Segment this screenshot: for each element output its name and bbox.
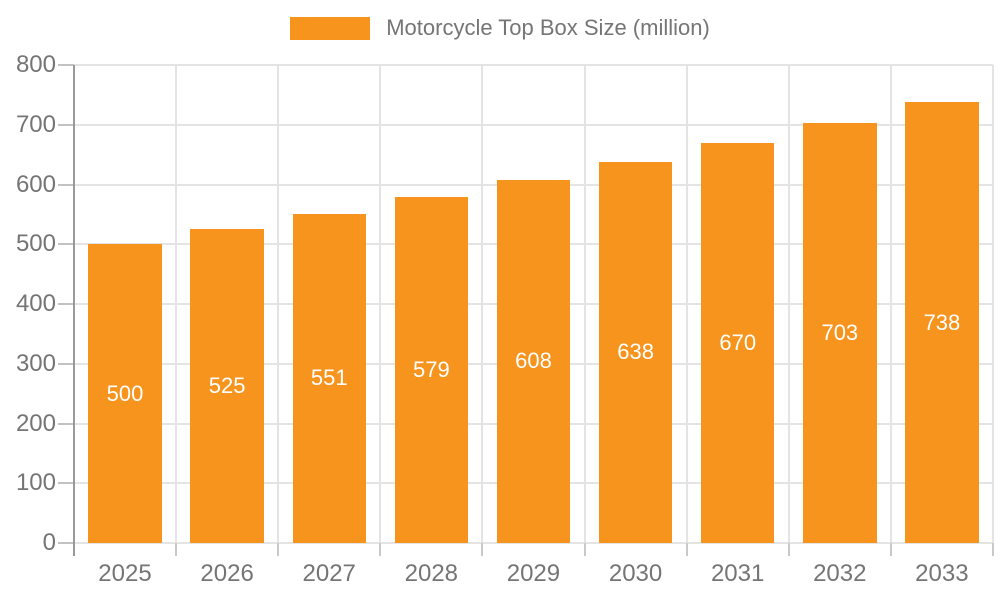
bar[interactable]: 579 xyxy=(394,197,469,543)
legend-item[interactable]: Motorcycle Top Box Size (million) xyxy=(290,15,710,40)
legend: Motorcycle Top Box Size (million) xyxy=(0,15,1000,41)
y-axis-tick xyxy=(58,422,74,425)
x-axis-tick xyxy=(889,543,892,556)
x-axis-tick xyxy=(787,543,790,556)
y-axis-tick-label: 100 xyxy=(15,469,56,497)
x-axis-tick-label: 2031 xyxy=(710,560,765,587)
gridline-x xyxy=(379,65,382,543)
bar-value-label: 579 xyxy=(413,357,450,383)
y-axis-tick-label: 400 xyxy=(15,290,56,317)
x-axis-tick xyxy=(481,543,484,556)
gridline-x xyxy=(175,65,178,543)
gridline-x xyxy=(992,65,994,543)
x-axis-tick xyxy=(277,543,280,556)
bar[interactable]: 608 xyxy=(496,179,571,543)
y-axis-tick-label: 700 xyxy=(15,110,56,138)
y-axis-tick xyxy=(58,362,74,365)
y-axis-tick-label: 500 xyxy=(15,230,56,258)
bar-value-label: 551 xyxy=(310,365,348,391)
x-axis-tick-label: 2029 xyxy=(506,560,561,587)
plot-area: 500 525 551 579 608 638 670 703 738 xyxy=(74,64,994,544)
y-axis-tick-label: 800 xyxy=(15,51,56,78)
x-axis-tick-label: 2026 xyxy=(200,560,254,587)
gridline-x xyxy=(277,65,280,543)
legend-swatch-icon xyxy=(290,16,371,40)
y-axis-tick xyxy=(58,303,74,305)
bar[interactable]: 500 xyxy=(88,244,162,543)
x-axis-tick-label: 2025 xyxy=(98,560,152,587)
legend-label: Motorcycle Top Box Size (million) xyxy=(386,15,710,40)
y-axis-tick-label: 300 xyxy=(15,349,56,377)
bar-value-label: 738 xyxy=(923,309,961,335)
y-axis-line xyxy=(73,65,75,556)
x-axis-tick-label: 2030 xyxy=(608,560,663,587)
bar-value-label: 638 xyxy=(617,339,654,365)
gridline-x xyxy=(481,65,484,543)
bar[interactable]: 703 xyxy=(803,122,877,543)
y-axis-tick-label: 0 xyxy=(42,529,56,556)
bar[interactable]: 525 xyxy=(190,229,264,543)
y-axis-tick xyxy=(58,482,74,485)
x-axis-tick xyxy=(175,543,178,556)
bar-value-label: 500 xyxy=(106,380,144,406)
x-axis-tick-label: 2033 xyxy=(915,560,969,587)
y-axis-tick xyxy=(58,64,74,66)
bar-value-label: 703 xyxy=(821,319,859,345)
bar[interactable]: 638 xyxy=(598,161,673,543)
x-axis-tick xyxy=(992,543,994,556)
y-axis-tick xyxy=(58,243,74,246)
y-axis-tick xyxy=(58,123,74,126)
gridline-y xyxy=(74,64,993,66)
gridline-x xyxy=(685,65,688,543)
gridline-x xyxy=(889,65,892,543)
bar-value-label: 608 xyxy=(515,348,552,374)
y-axis-tick xyxy=(58,183,74,186)
y-axis-tick-label: 600 xyxy=(15,170,56,198)
x-axis-tick-label: 2032 xyxy=(813,560,867,587)
gridline-x xyxy=(583,65,586,543)
gridline-y xyxy=(74,123,993,126)
bar[interactable]: 551 xyxy=(292,213,367,543)
x-axis-tick-label: 2028 xyxy=(404,560,459,587)
gridline-y xyxy=(74,542,993,544)
bar[interactable]: 670 xyxy=(700,142,775,543)
bar-value-label: 670 xyxy=(719,329,757,355)
y-axis-tick xyxy=(58,542,74,544)
x-axis-tick-label: 2027 xyxy=(302,560,356,587)
x-axis-tick xyxy=(379,543,382,556)
bar[interactable]: 738 xyxy=(905,102,979,543)
x-axis-tick xyxy=(583,543,586,556)
gridline-x xyxy=(787,65,790,543)
y-axis-tick-label: 200 xyxy=(15,409,56,437)
x-axis-tick xyxy=(685,543,688,556)
bar-value-label: 525 xyxy=(208,373,246,399)
